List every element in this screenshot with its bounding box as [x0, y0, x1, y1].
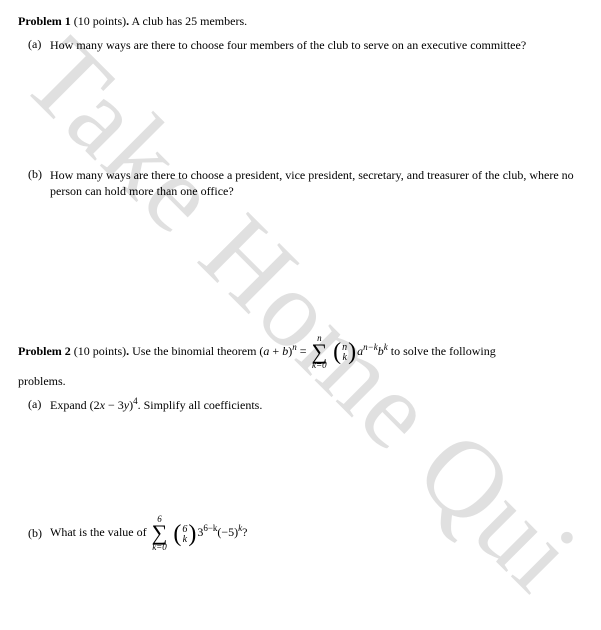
- lparen-icon: (: [333, 343, 341, 362]
- sum-lower: k=0: [311, 361, 327, 370]
- problem-2-intro-line2: problems.: [18, 374, 583, 389]
- rparen-icon: ): [348, 343, 356, 362]
- sum-lower: k=0: [152, 543, 168, 552]
- sigma-icon: ∑: [311, 343, 327, 362]
- problem-1-part-a: (a) How many ways are there to choose fo…: [28, 37, 583, 53]
- problem-2-points: (10 points): [74, 344, 126, 358]
- problem-2-part-b: (b) What is the value of 6 ∑ k=0 (6k) 36…: [28, 515, 583, 552]
- problem-2-part-a: (a) Expand (2x − 3y)4. Simplify all coef…: [28, 397, 583, 413]
- b-pre: What is the value of: [50, 526, 150, 540]
- part-label: (a): [28, 397, 50, 413]
- problem-1-part-b: (b) How many ways are there to choose a …: [28, 167, 583, 199]
- problem-1-points: (10 points): [74, 14, 126, 28]
- exp-k: k: [384, 342, 388, 352]
- plus: +: [269, 344, 282, 358]
- b-exp1: 6−k: [203, 524, 217, 534]
- part-body: How many ways are there to choose a pres…: [50, 167, 583, 199]
- problem-1-heading: Problem 1 (10 points). A club has 25 mem…: [18, 14, 583, 29]
- intro-post: to solve the following: [391, 344, 496, 358]
- problem-2-label: Problem 2: [18, 344, 71, 358]
- a-pre: Expand (2: [50, 398, 100, 412]
- part-label: (a): [28, 37, 50, 53]
- part-label: (b): [28, 167, 50, 199]
- b-base2: (−5): [217, 526, 238, 540]
- part-body: What is the value of 6 ∑ k=0 (6k) 36−k(−…: [50, 515, 583, 552]
- summation: 6 ∑ k=0: [152, 515, 168, 552]
- part-label: (b): [28, 526, 50, 541]
- binomial: (6k): [173, 521, 196, 547]
- answer-space: [18, 206, 583, 334]
- problem-1-stem: A club has 25 members.: [131, 14, 247, 28]
- problem-1-label: Problem 1: [18, 14, 71, 28]
- rparen-icon: ): [188, 525, 196, 544]
- answer-space: [18, 59, 583, 167]
- sigma-icon: ∑: [152, 524, 168, 543]
- b-q: ?: [242, 526, 247, 540]
- answer-space: [18, 419, 583, 515]
- a-post: . Simplify all coefficients.: [138, 398, 263, 412]
- part-body: How many ways are there to choose four m…: [50, 37, 583, 53]
- summation: n ∑ k=0: [311, 334, 327, 371]
- a-mid: − 3: [105, 398, 124, 412]
- binom-bot: k: [342, 353, 347, 363]
- binom-bot: k: [182, 535, 187, 545]
- exp-nk: n−k: [363, 342, 378, 352]
- binomial: (nk): [333, 339, 356, 365]
- page-content: Problem 1 (10 points). A club has 25 mem…: [18, 14, 583, 552]
- part-body: Expand (2x − 3y)4. Simplify all coeffici…: [50, 397, 583, 413]
- problem-2-heading: Problem 2 (10 points). Use the binomial …: [18, 334, 583, 371]
- intro-pre: Use the binomial theorem (: [132, 344, 263, 358]
- eq: =: [297, 344, 310, 358]
- lparen-icon: (: [173, 525, 181, 544]
